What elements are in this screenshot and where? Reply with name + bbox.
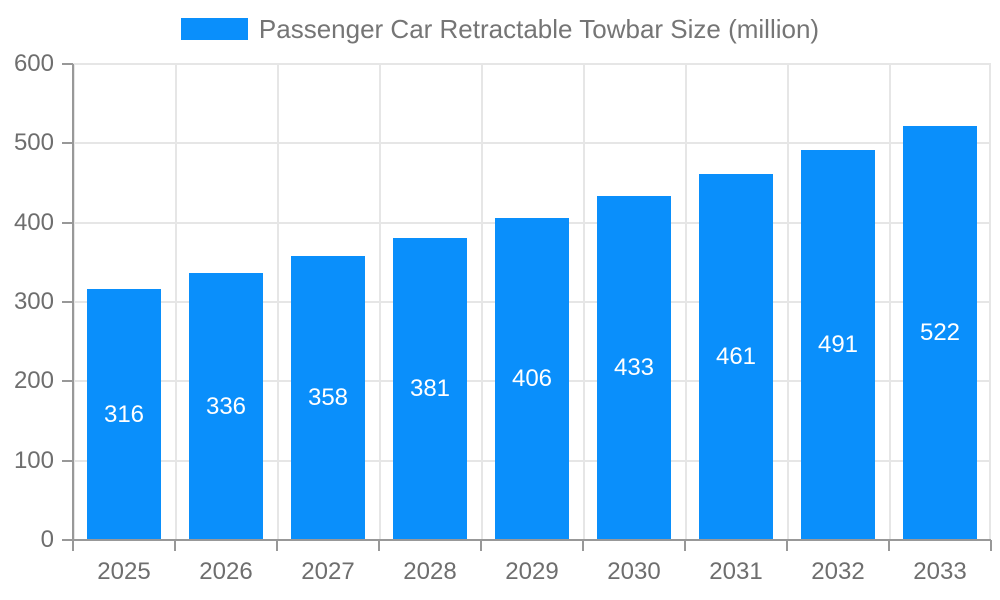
x-axis-tick: [990, 540, 992, 551]
x-axis-line: [72, 539, 991, 541]
y-axis-tick-label: 0: [40, 526, 54, 553]
gridline-vertical: [277, 64, 279, 540]
bar[interactable]: [495, 217, 569, 540]
plot-area: 316 336 358 381 406 433 461 491 522: [73, 63, 991, 541]
bar[interactable]: [393, 237, 467, 540]
y-axis-tick: [62, 142, 73, 145]
x-axis-tick-label: 2032: [811, 558, 865, 585]
x-axis-tick: [888, 540, 890, 551]
x-axis-tick-label: 2028: [403, 558, 457, 585]
bar[interactable]: [903, 125, 977, 540]
bar-value-label: 522: [919, 318, 961, 346]
x-axis-tick: [174, 540, 176, 551]
bar[interactable]: [87, 289, 161, 540]
gridline-vertical: [787, 64, 789, 540]
bar-value-label: 406: [511, 364, 553, 392]
bar-value-label: 461: [715, 343, 757, 371]
bar[interactable]: [699, 174, 773, 540]
legend-swatch: [180, 18, 248, 40]
x-axis-tick: [480, 540, 482, 551]
y-axis-tick-label: 200: [13, 367, 54, 395]
legend[interactable]: Passenger Car Retractable Towbar Size (m…: [0, 12, 1000, 46]
bar[interactable]: [597, 196, 671, 540]
legend-label: Passenger Car Retractable Towbar Size (m…: [258, 14, 820, 44]
gridline-horizontal: [73, 142, 991, 145]
y-axis-tick-label: 400: [13, 208, 54, 236]
x-axis-tick: [378, 540, 380, 551]
x-axis-tick-label: 2026: [199, 558, 253, 585]
bar-value-label: 381: [409, 374, 451, 402]
gridline-vertical: [685, 64, 687, 540]
y-axis-tick: [62, 63, 73, 65]
y-axis-tick-label: 300: [13, 288, 54, 315]
gridline-vertical: [379, 64, 381, 540]
bar-value-label: 358: [307, 383, 349, 411]
bar[interactable]: [801, 150, 875, 540]
x-axis-tick: [276, 540, 278, 551]
y-axis-tick: [62, 221, 73, 224]
x-axis-tick: [786, 540, 788, 551]
bar[interactable]: [189, 273, 263, 540]
bar[interactable]: [291, 255, 365, 540]
y-axis-line: [72, 64, 74, 551]
bar-value-label: 316: [103, 400, 145, 428]
x-axis-tick: [684, 540, 686, 551]
gridline-vertical: [583, 64, 585, 540]
gridline-vertical: [175, 64, 177, 540]
x-axis-tick-label: 2025: [97, 558, 151, 585]
bar-value-label: 433: [613, 354, 655, 382]
x-axis-tick: [582, 540, 584, 551]
x-axis-tick-label: 2033: [913, 558, 967, 585]
y-axis-tick: [62, 539, 73, 541]
gridline-horizontal: [73, 63, 991, 65]
x-axis-tick-label: 2031: [709, 558, 763, 585]
y-axis-tick-label: 100: [13, 446, 54, 474]
y-axis-tick: [62, 380, 73, 383]
gridline-vertical: [889, 64, 891, 540]
bar-value-label: 491: [817, 331, 859, 359]
y-axis-tick-label: 600: [13, 50, 54, 77]
y-axis-tick: [62, 459, 73, 462]
y-axis-tick-label: 500: [13, 129, 54, 157]
x-axis-tick-label: 2030: [607, 558, 661, 585]
x-axis-tick-label: 2029: [505, 558, 559, 585]
gridline-vertical: [73, 64, 75, 540]
gridline-vertical: [481, 64, 483, 540]
x-axis-tick-label: 2027: [301, 558, 355, 585]
y-axis-tick: [62, 301, 73, 303]
bar-value-label: 336: [205, 392, 247, 420]
gridline-vertical: [989, 64, 991, 540]
